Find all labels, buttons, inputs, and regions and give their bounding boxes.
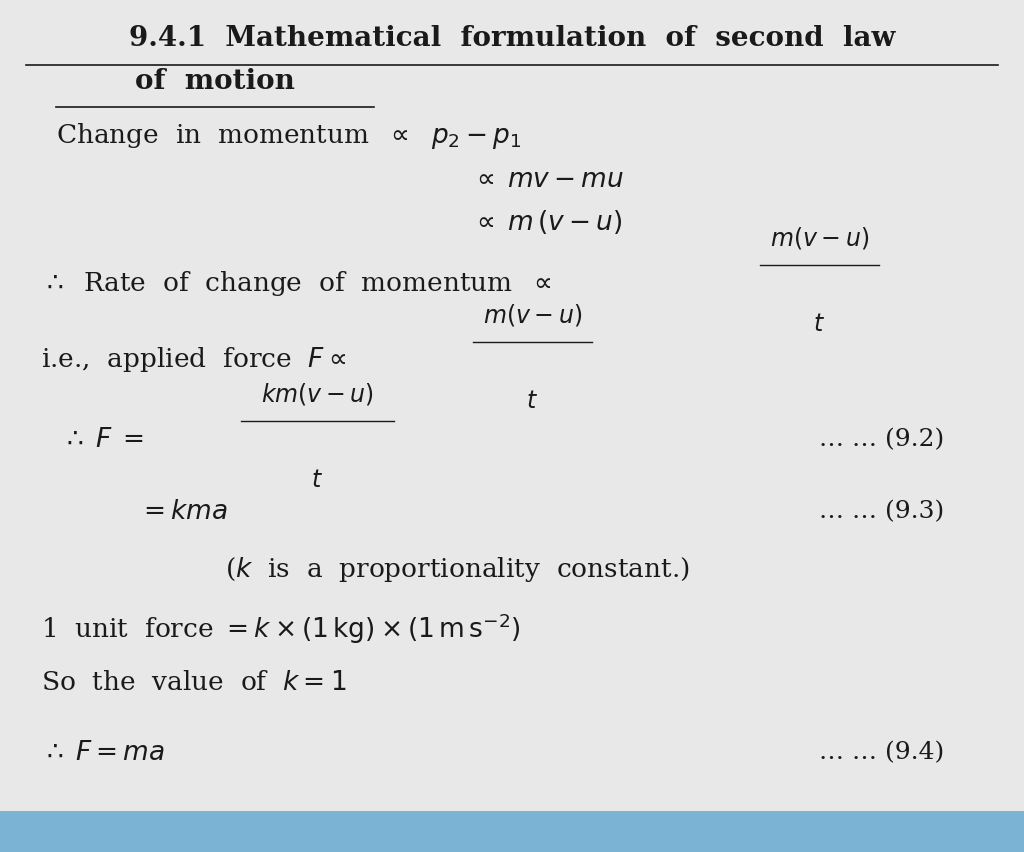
Text: $km(v-u)$: $km(v-u)$ [261, 381, 374, 406]
Text: of  motion: of motion [135, 67, 295, 95]
Text: $t$: $t$ [813, 313, 825, 336]
Text: $\propto\;m\,(v-u)$: $\propto\;m\,(v-u)$ [471, 208, 623, 235]
Text: i.e.,  applied  force  $F\propto$: i.e., applied force $F\propto$ [41, 345, 346, 374]
Text: $m(v-u)$: $m(v-u)$ [483, 302, 582, 327]
Text: Change  in  momentum  $\propto$  $p_2-p_1$: Change in momentum $\propto$ $p_2-p_1$ [56, 121, 522, 152]
Text: $t$: $t$ [526, 389, 539, 412]
Text: $=kma$: $=kma$ [138, 498, 228, 524]
Text: $\propto\;mv-mu$: $\propto\;mv-mu$ [471, 166, 625, 192]
Text: $t$: $t$ [311, 469, 324, 492]
Text: $\therefore\;$ Rate  of  change  of  momentum  $\propto$: $\therefore\;$ Rate of change of momentu… [41, 268, 552, 297]
Text: So  the  value  of  $k=1$: So the value of $k=1$ [41, 669, 346, 694]
Text: $m(v-u)$: $m(v-u)$ [770, 225, 868, 250]
Text: ($k$  is  a  proportionality  constant.): ($k$ is a proportionality constant.) [225, 555, 690, 584]
Bar [0, 811, 1024, 852]
Text: … … (9.4): … … (9.4) [819, 740, 944, 763]
Text: … … (9.2): … … (9.2) [819, 428, 944, 450]
Text: $\therefore\;F\;=\;$: $\therefore\;F\;=\;$ [61, 426, 144, 452]
Text: 9.4.1  Mathematical  formulation  of  second  law: 9.4.1 Mathematical formulation of second… [129, 25, 895, 52]
Text: … … (9.3): … … (9.3) [819, 500, 944, 522]
Text: 1  unit  force $= k\times(1\,\mathrm{kg})\times(1\,\mathrm{m\,s^{-2}})$: 1 unit force $= k\times(1\,\mathrm{kg})\… [41, 611, 520, 645]
Text: $\therefore\;F=ma$: $\therefore\;F=ma$ [41, 739, 165, 764]
